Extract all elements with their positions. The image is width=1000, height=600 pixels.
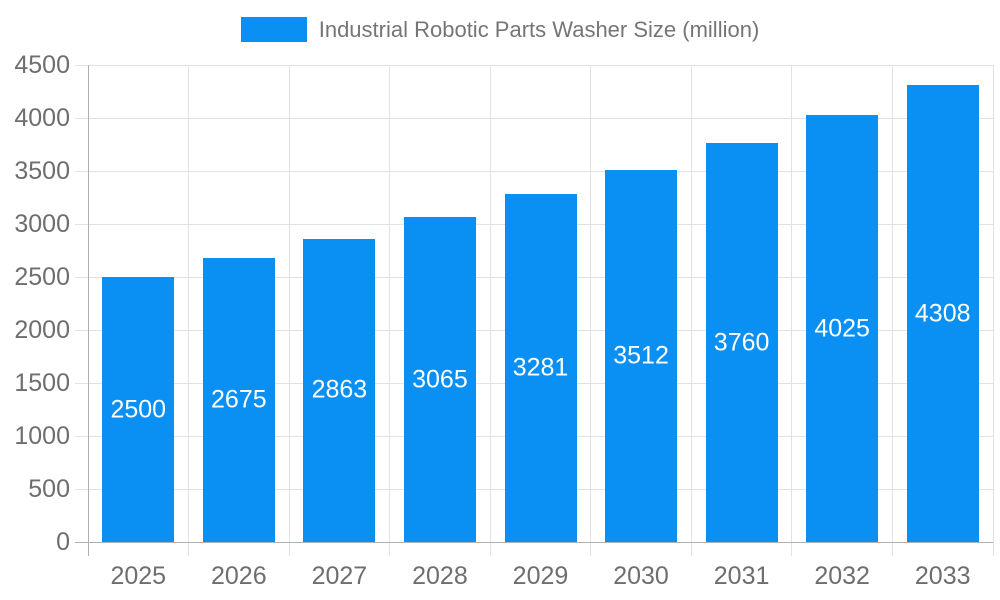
bar-value-label: 4308 — [914, 299, 971, 328]
x-tick-label: 2026 — [211, 562, 267, 590]
bar[interactable] — [403, 217, 476, 542]
y-tick-label: 3500 — [14, 157, 70, 185]
y-axis-line — [87, 65, 89, 556]
x-tick-label: 2028 — [412, 562, 468, 590]
bar-value-label: 3760 — [713, 328, 770, 357]
x-gridline — [590, 65, 592, 556]
y-tick-label: 4500 — [14, 51, 70, 79]
x-tick-label: 2031 — [713, 562, 770, 590]
y-tick-label: 2500 — [14, 263, 70, 291]
bar-value-label: 3065 — [412, 365, 468, 394]
x-gridline — [188, 65, 190, 556]
x-gridline — [690, 65, 692, 556]
y-gridline — [75, 64, 993, 66]
x-gridline — [288, 65, 290, 556]
chart-legend[interactable]: Industrial Robotic Parts Washer Size (mi… — [0, 17, 1000, 42]
bar-value-label: 4025 — [814, 314, 870, 343]
bar-value-label: 2675 — [211, 385, 267, 414]
x-gridline — [791, 65, 793, 556]
legend-label: Industrial Robotic Parts Washer Size (mi… — [318, 17, 760, 42]
bar[interactable] — [705, 143, 778, 542]
bar-value-label: 3281 — [512, 353, 569, 382]
bar[interactable] — [605, 169, 678, 542]
x-tick-label: 2030 — [613, 562, 669, 590]
y-tick-label: 1500 — [14, 369, 70, 397]
bar[interactable] — [906, 85, 979, 542]
x-gridline — [489, 65, 491, 556]
bar[interactable] — [504, 194, 577, 542]
y-tick-label: 4000 — [14, 104, 70, 132]
x-gridline — [389, 65, 391, 556]
y-gridline — [75, 117, 993, 119]
bar-value-label: 3512 — [613, 341, 669, 370]
bar[interactable] — [202, 258, 275, 542]
bar[interactable] — [102, 277, 175, 542]
bar[interactable] — [806, 115, 879, 542]
x-tick-label: 2027 — [311, 562, 368, 590]
x-tick-label: 2025 — [110, 562, 167, 590]
x-tick-label: 2032 — [814, 562, 870, 590]
y-gridline — [75, 170, 993, 172]
legend-swatch-icon — [240, 17, 307, 42]
x-gridline — [992, 65, 994, 556]
y-tick-label: 2000 — [14, 316, 70, 344]
x-gridline — [891, 65, 893, 556]
x-tick-label: 2033 — [914, 562, 971, 590]
y-tick-label: 3000 — [14, 210, 70, 238]
x-axis-line — [75, 541, 993, 543]
bar[interactable] — [303, 238, 376, 542]
bar-value-label: 2500 — [110, 395, 167, 423]
bar-value-label: 2863 — [311, 375, 368, 404]
y-tick-label: 500 — [28, 475, 70, 503]
y-tick-label: 1000 — [14, 422, 70, 450]
x-tick-label: 2029 — [512, 562, 569, 590]
y-tick-label: 0 — [56, 528, 70, 556]
